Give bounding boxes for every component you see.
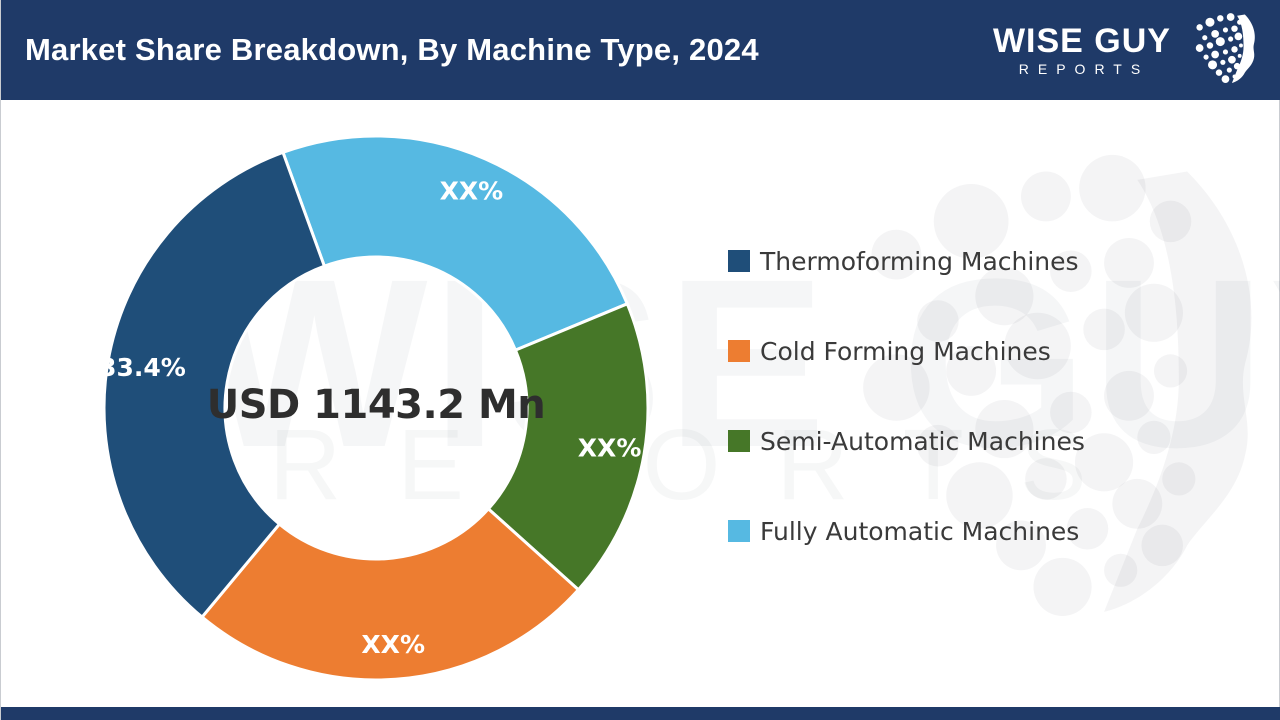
chart-center-value: USD 1143.2 Mn [206,382,546,428]
logo-wordmark: WISE GUY [992,22,1171,60]
legend-item-cold-forming-machines: Cold Forming Machines [728,337,1085,366]
brand-logo: WISE GUY REPORTS [993,8,1261,92]
donut-chart: XX% XX% XX% 33.4% [96,128,656,688]
legend-label: Fully Automatic Machines [760,516,1080,546]
header-bar: Market Share Breakdown, By Machine Type,… [1,0,1280,100]
slice-semi-automatic-machines [486,302,650,592]
slice-fully-automatic-machines [281,134,629,352]
slice-label-fully-automatic-machines: XX% [440,177,504,206]
legend-label: Cold Forming Machines [760,336,1051,366]
legend-item-fully-automatic-machines: Fully Automatic Machines [728,517,1085,546]
footer-bar [1,707,1280,720]
legend-swatch [728,340,750,362]
slice-cold-forming-machines [200,507,580,682]
slice-label-thermoforming-machines: 33.4% [99,353,186,382]
legend: Thermoforming Machines Cold Forming Machi… [728,247,1085,610]
page-title: Market Share Breakdown, By Machine Type,… [25,32,759,67]
legend-swatch [728,430,750,452]
legend-label: Thermoforming Machines [760,246,1079,276]
slice-label-cold-forming-machines: XX% [361,630,425,659]
slice-thermoforming-machines [102,150,326,619]
logo-face-icon [1195,13,1255,83]
slice-label-semi-automatic-machines: XX% [578,433,642,462]
legend-swatch [728,520,750,542]
legend-swatch [728,250,750,272]
logo-subtext: REPORTS [1018,61,1150,77]
legend-item-semi-automatic-machines: Semi-Automatic Machines [728,427,1085,456]
legend-item-thermoforming-machines: Thermoforming Machines [728,247,1085,276]
legend-label: Semi-Automatic Machines [760,426,1085,456]
